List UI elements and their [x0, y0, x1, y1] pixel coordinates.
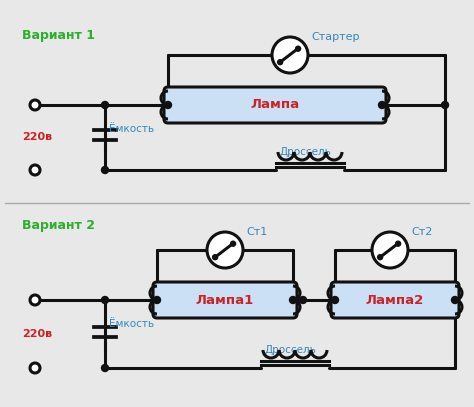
Circle shape — [101, 365, 109, 372]
Circle shape — [30, 295, 40, 305]
Circle shape — [154, 297, 161, 304]
Circle shape — [296, 46, 301, 51]
Circle shape — [30, 100, 40, 110]
Text: Ст1: Ст1 — [246, 227, 267, 237]
Circle shape — [441, 101, 448, 109]
Circle shape — [278, 60, 283, 65]
Text: Ёмкость: Ёмкость — [109, 319, 154, 329]
FancyBboxPatch shape — [331, 282, 459, 318]
Circle shape — [30, 165, 40, 175]
Circle shape — [230, 241, 236, 246]
Circle shape — [290, 297, 297, 304]
Text: Лампа1: Лампа1 — [196, 293, 254, 306]
Text: Ёмкость: Ёмкость — [109, 124, 154, 134]
Circle shape — [300, 297, 307, 304]
Text: Лампа: Лампа — [250, 98, 300, 112]
Circle shape — [452, 297, 458, 304]
Text: Лампа2: Лампа2 — [366, 293, 424, 306]
Circle shape — [207, 232, 243, 268]
Circle shape — [164, 101, 172, 109]
FancyBboxPatch shape — [153, 282, 297, 318]
Circle shape — [372, 232, 408, 268]
Circle shape — [379, 101, 385, 109]
Circle shape — [30, 363, 40, 373]
Text: Дроссель: Дроссель — [264, 345, 316, 355]
Circle shape — [213, 255, 218, 260]
FancyBboxPatch shape — [164, 87, 386, 123]
Text: Дроссель: Дроссель — [279, 147, 331, 157]
Circle shape — [272, 37, 308, 73]
Text: 220в: 220в — [22, 132, 52, 142]
Circle shape — [101, 101, 109, 109]
Text: Вариант 1: Вариант 1 — [22, 28, 95, 42]
Circle shape — [378, 255, 383, 260]
Text: Вариант 2: Вариант 2 — [22, 219, 95, 232]
Circle shape — [396, 241, 401, 246]
Text: Стартер: Стартер — [311, 32, 359, 42]
Circle shape — [331, 297, 338, 304]
Text: Ст2: Ст2 — [411, 227, 432, 237]
Circle shape — [101, 166, 109, 173]
Circle shape — [101, 297, 109, 304]
Text: 220в: 220в — [22, 329, 52, 339]
